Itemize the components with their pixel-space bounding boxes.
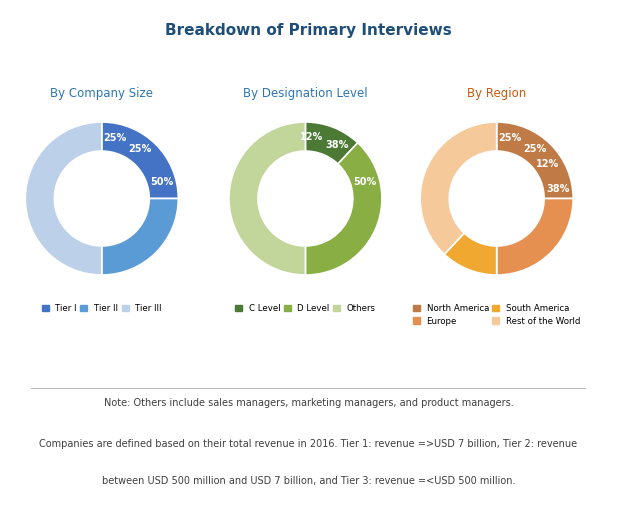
Title: By Region: By Region [467, 88, 526, 100]
Text: 50%: 50% [150, 178, 173, 187]
Wedge shape [305, 143, 382, 275]
Title: By Designation Level: By Designation Level [243, 88, 368, 100]
Text: 25%: 25% [499, 133, 522, 143]
Text: 25%: 25% [128, 145, 151, 154]
Wedge shape [102, 122, 178, 199]
Text: Breakdown of Primary Interviews: Breakdown of Primary Interviews [165, 23, 452, 38]
Text: Companies are defined based on their total revenue in 2016. Tier 1: revenue =>US: Companies are defined based on their tot… [39, 439, 578, 449]
Legend: North America, Europe, South America, Rest of the World: North America, Europe, South America, Re… [413, 304, 581, 326]
Wedge shape [25, 122, 102, 275]
Text: between USD 500 million and USD 7 billion, and Tier 3: revenue =<USD 500 million: between USD 500 million and USD 7 billio… [102, 476, 515, 486]
Wedge shape [497, 122, 573, 199]
Legend: Tier I, Tier II, Tier III: Tier I, Tier II, Tier III [42, 304, 162, 313]
Wedge shape [229, 122, 305, 275]
Text: 50%: 50% [354, 178, 377, 187]
Text: 12%: 12% [536, 159, 560, 169]
Text: 38%: 38% [326, 140, 349, 150]
Text: 12%: 12% [300, 132, 323, 142]
Text: 25%: 25% [523, 145, 546, 154]
Wedge shape [420, 122, 497, 254]
Text: 38%: 38% [546, 184, 569, 194]
Wedge shape [444, 233, 497, 275]
Legend: C Level, D Level, Others: C Level, D Level, Others [235, 304, 376, 313]
Text: Note: Others include sales managers, marketing managers, and product managers.: Note: Others include sales managers, mar… [104, 398, 513, 408]
Text: 25%: 25% [104, 133, 127, 143]
Title: By Company Size: By Company Size [51, 88, 153, 100]
Wedge shape [102, 199, 178, 275]
Wedge shape [305, 122, 358, 164]
Wedge shape [497, 199, 573, 275]
